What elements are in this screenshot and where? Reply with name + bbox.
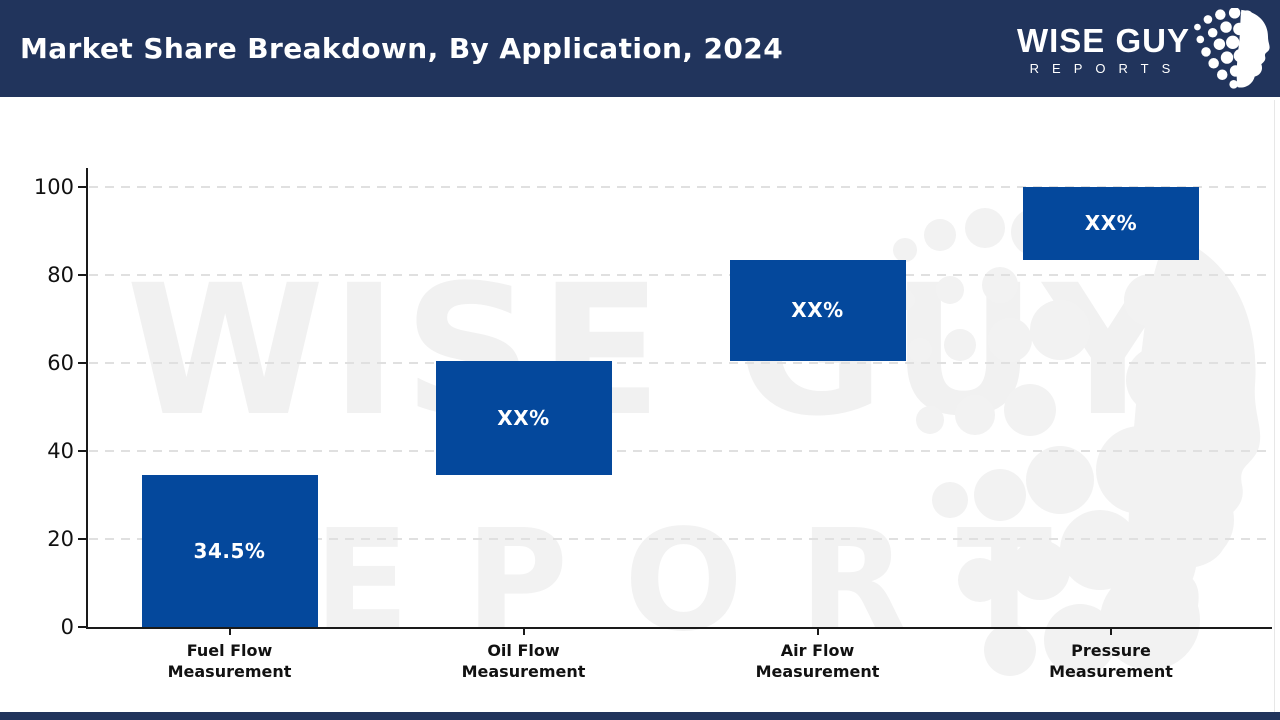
y-gridline-80: [89, 274, 1272, 276]
x-tick-pressure-measurement: [1110, 629, 1112, 635]
y-tick-label-100: 100: [33, 175, 74, 199]
bar-oil-flow-measurement: XX%: [435, 360, 612, 476]
y-gridline-20: [89, 538, 1272, 540]
bar-air-flow-measurement: XX%: [729, 259, 906, 361]
watermark-head-dots: [893, 208, 1261, 676]
bar-pressure-measurement: XX%: [1023, 187, 1199, 260]
y-tick-label-40: 40: [47, 439, 74, 463]
brand-head-dots-icon: [1194, 8, 1270, 89]
y-gridline-40: [89, 450, 1272, 452]
x-category-line: Measurement: [167, 662, 292, 681]
header-band: Market Share Breakdown, By Application, …: [0, 0, 1280, 97]
bar-value-label: XX%: [791, 298, 844, 323]
y-gridline-60: [89, 362, 1272, 364]
x-category-label-oil-flow-measurement: Oil Flow Measurement: [404, 640, 644, 682]
y-tick-label-60: 60: [47, 351, 74, 375]
x-category-line: Measurement: [1049, 662, 1173, 681]
brand-logo-text: WISE GUY REPORTS: [1016, 21, 1190, 76]
y-tick-label-20: 20: [47, 527, 74, 551]
x-category-line: Measurement: [755, 662, 880, 681]
brand-subname: REPORTS: [1029, 60, 1184, 76]
y-axis-spine: [86, 168, 88, 629]
x-category-label-fuel-flow-measurement: Fuel Flow Measurement: [110, 640, 350, 682]
x-category-label-pressure-measurement: Pressure Measurement: [991, 640, 1231, 682]
y-tick-40: [78, 450, 87, 452]
y-tick-60: [78, 362, 87, 364]
y-tick-20: [78, 538, 87, 540]
bar-value-label: 34.5%: [193, 539, 266, 564]
brand-name: WISE GUY: [1016, 21, 1190, 59]
x-category-line: Pressure: [1071, 641, 1151, 660]
y-gridline-100: [89, 186, 1272, 188]
x-category-label-air-flow-measurement: Air Flow Measurement: [698, 640, 938, 682]
y-tick-100: [78, 186, 87, 188]
chart-title: Market Share Breakdown, By Application, …: [20, 32, 784, 65]
plot-right-border: [1274, 100, 1275, 712]
y-tick-label-80: 80: [47, 263, 74, 287]
bar-value-label: XX%: [1084, 211, 1138, 236]
x-tick-fuel-flow-measurement: [228, 629, 231, 635]
x-category-line: Oil Flow: [487, 641, 560, 660]
x-axis-spine: [86, 627, 1272, 629]
brand-logo: WISE GUY REPORTS: [1017, 8, 1270, 90]
y-tick-label-0: 0: [60, 615, 74, 639]
x-tick-oil-flow-measurement: [522, 629, 525, 635]
x-category-line: Fuel Flow: [186, 641, 273, 660]
footer-band: [0, 712, 1280, 720]
bar-fuel-flow-measurement: 34.5%: [141, 475, 318, 627]
y-tick-80: [78, 274, 87, 276]
y-tick-0: [78, 626, 87, 628]
bar-value-label: XX%: [497, 405, 550, 430]
x-tick-air-flow-measurement: [816, 629, 819, 635]
x-category-line: Air Flow: [780, 641, 855, 660]
x-category-line: Measurement: [461, 662, 586, 681]
